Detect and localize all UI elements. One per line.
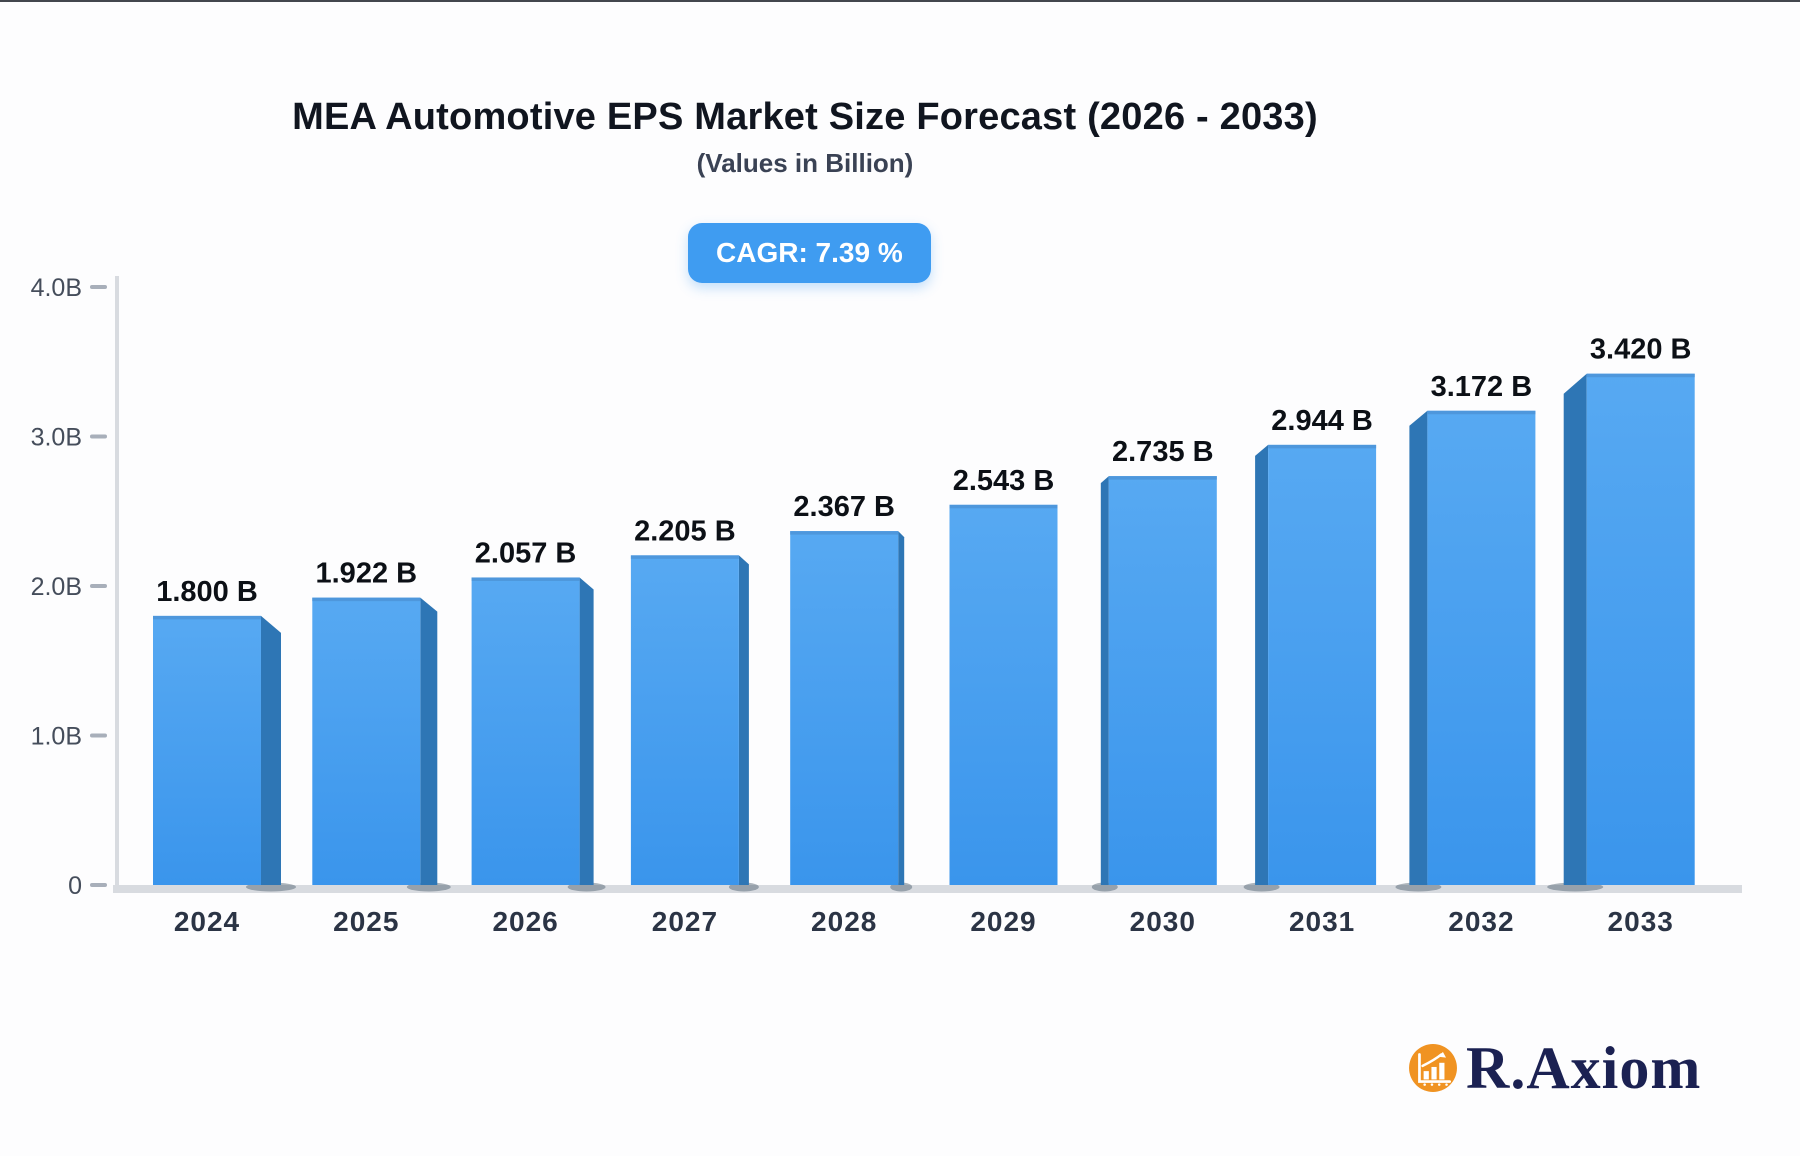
- bar-value-label: 2.543 B: [953, 465, 1055, 497]
- y-tick-mark: [90, 584, 107, 588]
- bar-top-edge: [949, 504, 1058, 509]
- bar-2024: [153, 615, 261, 885]
- bar-2026: [471, 577, 580, 885]
- bar-top-edge: [312, 597, 421, 602]
- x-tick-label-2033: 2033: [1608, 906, 1674, 937]
- x-tick-label-2032: 2032: [1448, 906, 1514, 937]
- brand-logo: R.Axiom: [1408, 1036, 1701, 1100]
- y-tick-label: 2.0B: [31, 573, 82, 601]
- x-tick-label-2031: 2031: [1289, 906, 1355, 937]
- bar-2030: [1108, 476, 1217, 885]
- bar-top-edge: [1586, 373, 1695, 378]
- y-tick-mark: [90, 733, 107, 738]
- x-tick-label-2026: 2026: [492, 906, 558, 937]
- bar-value-label: 3.172 B: [1431, 371, 1533, 403]
- bar-value-label: 2.205 B: [634, 515, 736, 547]
- y-tick-label: 0: [68, 872, 82, 900]
- bar-side-2025: [420, 597, 438, 885]
- bar-side-2026: [579, 577, 594, 885]
- bar-side-2027: [738, 555, 749, 885]
- growth-chart-icon: [1409, 1044, 1457, 1092]
- x-tick-label-2027: 2027: [652, 906, 718, 937]
- bar-side-2032: [1409, 410, 1428, 885]
- bar-value-label: 2.944 B: [1271, 405, 1373, 437]
- y-tick-mark: [90, 883, 107, 887]
- bar-2032: [1427, 410, 1536, 885]
- bar-side-2033: [1563, 373, 1587, 885]
- brand-logo-text: R.Axiom: [1466, 1035, 1702, 1101]
- x-tick-label-2028: 2028: [811, 906, 877, 937]
- bar-top-edge: [790, 531, 899, 535]
- bar-2033: [1586, 373, 1695, 885]
- bar-top-edge: [153, 615, 261, 620]
- bar-value-label: 2.735 B: [1112, 436, 1214, 468]
- x-axis-baseline: [113, 885, 1742, 893]
- bar-2028: [790, 531, 899, 885]
- bar-2027: [630, 555, 739, 885]
- y-tick-mark: [90, 434, 107, 439]
- y-tick-label: 3.0B: [31, 424, 82, 452]
- chart-title: MEA Automotive EPS Market Size Forecast …: [292, 96, 1318, 138]
- bar-value-label: 2.367 B: [793, 491, 895, 523]
- bar-top-edge: [1427, 410, 1536, 415]
- bar-top-edge: [1108, 476, 1217, 480]
- bar-value-label: 3.420 B: [1590, 334, 1692, 366]
- bar-top-edge: [471, 577, 580, 581]
- x-tick-label-2024: 2024: [174, 906, 240, 937]
- bar-side-2030: [1100, 476, 1109, 885]
- bar-2029: [949, 504, 1058, 885]
- bar-value-label: 2.057 B: [475, 537, 577, 569]
- bar-2025: [312, 597, 421, 885]
- window-top-border: [0, 0, 1800, 2]
- cagr-badge: CAGR: 7.39 %: [688, 223, 931, 283]
- x-tick-label-2029: 2029: [970, 906, 1036, 937]
- bar-top-edge: [630, 555, 739, 559]
- bar-2031: [1268, 444, 1377, 885]
- bar-side-2031: [1255, 444, 1269, 885]
- y-tick-label: 1.0B: [31, 723, 82, 751]
- bar-top-edge: [1268, 444, 1377, 449]
- x-tick-label-2025: 2025: [333, 906, 399, 937]
- bar-value-label: 1.800 B: [156, 576, 258, 608]
- bar-side-2028: [898, 531, 905, 885]
- chart-subtitle: (Values in Billion): [696, 148, 914, 178]
- bar-value-label: 1.922 B: [316, 558, 418, 590]
- cagr-badge-label: CAGR: 7.39 %: [716, 237, 903, 268]
- y-axis-line: [115, 276, 119, 893]
- y-tick-mark: [90, 285, 107, 289]
- y-tick-label: 4.0B: [31, 274, 82, 302]
- bar-side-2024: [261, 615, 281, 885]
- x-tick-label-2030: 2030: [1130, 906, 1196, 937]
